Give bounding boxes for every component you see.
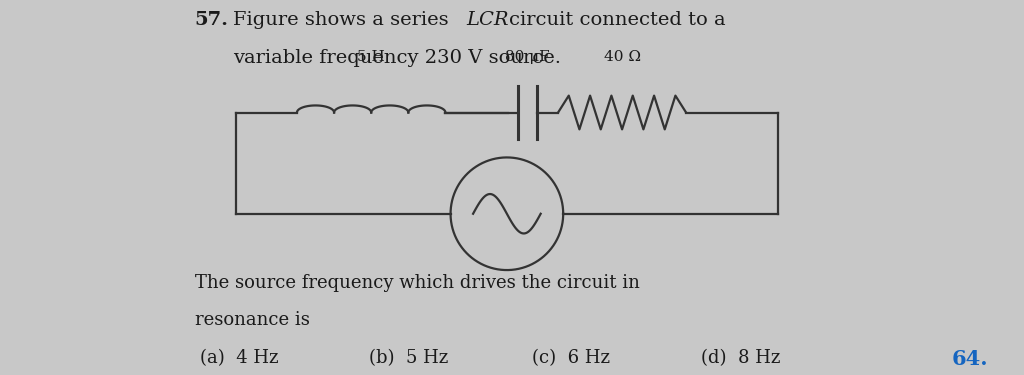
Text: circuit connected to a: circuit connected to a	[509, 11, 726, 29]
Text: (d)  8 Hz: (d) 8 Hz	[701, 349, 781, 367]
Text: Figure shows a series: Figure shows a series	[233, 11, 456, 29]
Text: (c)  6 Hz: (c) 6 Hz	[532, 349, 610, 367]
Text: 57.: 57.	[195, 11, 228, 29]
Text: (b)  5 Hz: (b) 5 Hz	[369, 349, 447, 367]
Text: 5 H: 5 H	[357, 50, 385, 64]
Text: The source frequency which drives the circuit in: The source frequency which drives the ci…	[195, 274, 639, 292]
Text: resonance is: resonance is	[195, 311, 309, 329]
Text: 64.: 64.	[951, 349, 988, 369]
Text: (a)  4 Hz: (a) 4 Hz	[200, 349, 279, 367]
Text: variable frequency 230 V source.: variable frequency 230 V source.	[233, 49, 561, 67]
Text: LCR: LCR	[466, 11, 509, 29]
Text: 40 Ω: 40 Ω	[603, 50, 641, 64]
Text: 80 μF: 80 μF	[505, 50, 550, 64]
